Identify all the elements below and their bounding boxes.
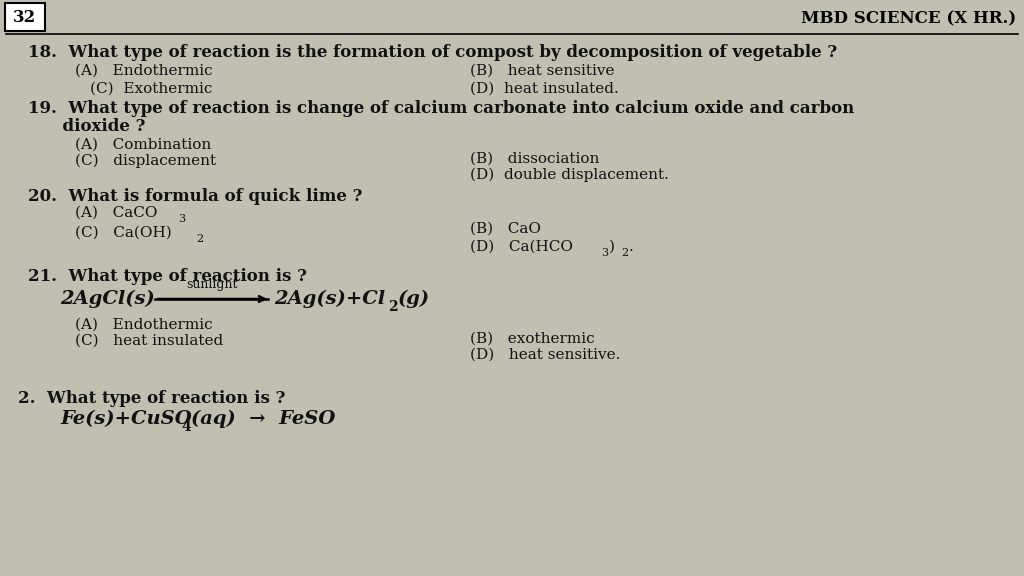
Text: 2: 2 bbox=[388, 300, 397, 314]
Text: 21.  What type of reaction is ?: 21. What type of reaction is ? bbox=[28, 268, 307, 285]
Text: dioxide ?: dioxide ? bbox=[28, 118, 145, 135]
Text: (D)   Ca(HCO: (D) Ca(HCO bbox=[470, 240, 573, 254]
Text: 2Ag(s)+Cl: 2Ag(s)+Cl bbox=[274, 290, 385, 308]
Text: 20.  What is formula of quick lime ?: 20. What is formula of quick lime ? bbox=[28, 188, 362, 205]
Text: Fe(s)+CuSO: Fe(s)+CuSO bbox=[60, 410, 191, 428]
Text: 19.  What type of reaction is change of calcium carbonate into calcium oxide and: 19. What type of reaction is change of c… bbox=[28, 100, 854, 117]
Text: 18.  What type of reaction is the formation of compost by decomposition of veget: 18. What type of reaction is the formati… bbox=[28, 44, 838, 61]
Text: 3: 3 bbox=[178, 214, 185, 224]
Text: (A)   Endothermic: (A) Endothermic bbox=[75, 318, 213, 332]
Text: sunlight: sunlight bbox=[186, 278, 238, 291]
FancyBboxPatch shape bbox=[5, 3, 45, 31]
Text: (C)   displacement: (C) displacement bbox=[75, 154, 216, 168]
Text: (D)  double displacement.: (D) double displacement. bbox=[470, 168, 669, 183]
Text: (g): (g) bbox=[398, 290, 430, 308]
Text: MBD SCIENCE (X HR.): MBD SCIENCE (X HR.) bbox=[801, 10, 1016, 27]
Text: (D)   heat sensitive.: (D) heat sensitive. bbox=[470, 348, 621, 362]
Text: (A)   Combination: (A) Combination bbox=[75, 138, 211, 152]
Text: (B)   CaO: (B) CaO bbox=[470, 222, 541, 236]
Text: 2.  What type of reaction is ?: 2. What type of reaction is ? bbox=[18, 390, 286, 407]
Text: 2AgCl(s): 2AgCl(s) bbox=[60, 290, 155, 308]
Text: (B)   heat sensitive: (B) heat sensitive bbox=[470, 64, 614, 78]
Text: (C)  Exothermic: (C) Exothermic bbox=[90, 82, 212, 96]
Text: (A)   Endothermic: (A) Endothermic bbox=[75, 64, 213, 78]
Text: 32: 32 bbox=[13, 9, 37, 25]
Text: (D)  heat insulated.: (D) heat insulated. bbox=[470, 82, 618, 96]
Text: (aq)  →  FeSO: (aq) → FeSO bbox=[191, 410, 336, 428]
Text: 2: 2 bbox=[621, 248, 628, 258]
Text: (C)   Ca(OH): (C) Ca(OH) bbox=[75, 226, 172, 240]
Text: .: . bbox=[629, 240, 634, 254]
Text: 2: 2 bbox=[196, 234, 203, 244]
Text: (C)   heat insulated: (C) heat insulated bbox=[75, 334, 223, 348]
Text: (B)   dissociation: (B) dissociation bbox=[470, 152, 599, 166]
Text: (B)   exothermic: (B) exothermic bbox=[470, 332, 595, 346]
Text: ): ) bbox=[609, 240, 615, 254]
Text: 3: 3 bbox=[601, 248, 608, 258]
Text: (A)   CaCO: (A) CaCO bbox=[75, 206, 158, 220]
Text: 4: 4 bbox=[181, 420, 190, 434]
